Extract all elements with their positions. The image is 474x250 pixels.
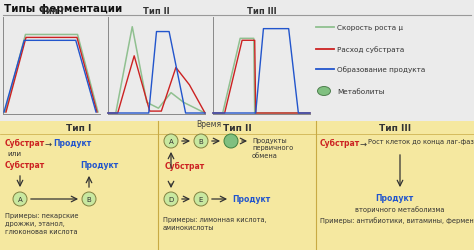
Text: Время: Время	[196, 120, 221, 128]
Text: Тип III: Тип III	[246, 7, 276, 16]
Text: Продукт: Продукт	[80, 160, 118, 169]
Text: Субстрат: Субстрат	[320, 138, 360, 147]
Text: Метаболиты: Метаболиты	[337, 89, 384, 94]
Text: Типы ферментации: Типы ферментации	[4, 4, 122, 14]
Text: Субстрат: Субстрат	[5, 160, 45, 170]
Text: Скорость роста μ: Скорость роста μ	[337, 25, 403, 31]
Text: Тип II: Тип II	[223, 124, 251, 133]
Text: Примеры: антибиотики, витамины, ферменты: Примеры: антибиотики, витамины, ферменты	[320, 216, 474, 223]
Circle shape	[194, 134, 208, 148]
Text: Субстрат: Субстрат	[5, 138, 45, 147]
Circle shape	[194, 192, 208, 206]
Text: Рост клеток до конца лаг-фазы: Рост клеток до конца лаг-фазы	[368, 138, 474, 144]
Circle shape	[82, 192, 96, 206]
Circle shape	[164, 134, 178, 148]
Text: Примеры: лимонная кислота,
аминокислоты: Примеры: лимонная кислота, аминокислоты	[163, 216, 266, 230]
Text: Субстрат: Субстрат	[165, 161, 205, 170]
Text: B: B	[87, 196, 91, 202]
Text: Тип III: Тип III	[379, 124, 411, 133]
Circle shape	[224, 134, 238, 148]
Circle shape	[13, 192, 27, 206]
Circle shape	[164, 192, 178, 206]
Ellipse shape	[318, 87, 330, 96]
Text: Примеры: пекарские
дрожжи, этанол,
глюконовая кислота: Примеры: пекарские дрожжи, этанол, глюко…	[5, 212, 79, 234]
Text: Продукт: Продукт	[375, 193, 413, 202]
Text: Тип II: Тип II	[143, 7, 170, 16]
Text: Образование продукта: Образование продукта	[337, 66, 425, 73]
Text: A: A	[18, 196, 22, 202]
Text: A: A	[169, 138, 173, 144]
Text: Тип I: Тип I	[66, 124, 91, 133]
Text: →: →	[45, 140, 52, 148]
Text: Тип I: Тип I	[40, 7, 64, 16]
Text: Продукт: Продукт	[53, 138, 91, 147]
Text: B: B	[199, 138, 203, 144]
Text: →: →	[360, 140, 367, 148]
Bar	[0, 122, 474, 250]
Text: D: D	[168, 196, 173, 202]
Text: Продукты
первичного
обмена: Продукты первичного обмена	[252, 138, 293, 158]
Text: вторичного метаболизма: вторичного метаболизма	[355, 205, 445, 212]
Text: Продукт: Продукт	[232, 195, 270, 204]
Text: или: или	[7, 150, 21, 156]
Bar	[0, 0, 474, 122]
Text: E: E	[199, 196, 203, 202]
Text: Расход субстрата: Расход субстрата	[337, 46, 404, 53]
